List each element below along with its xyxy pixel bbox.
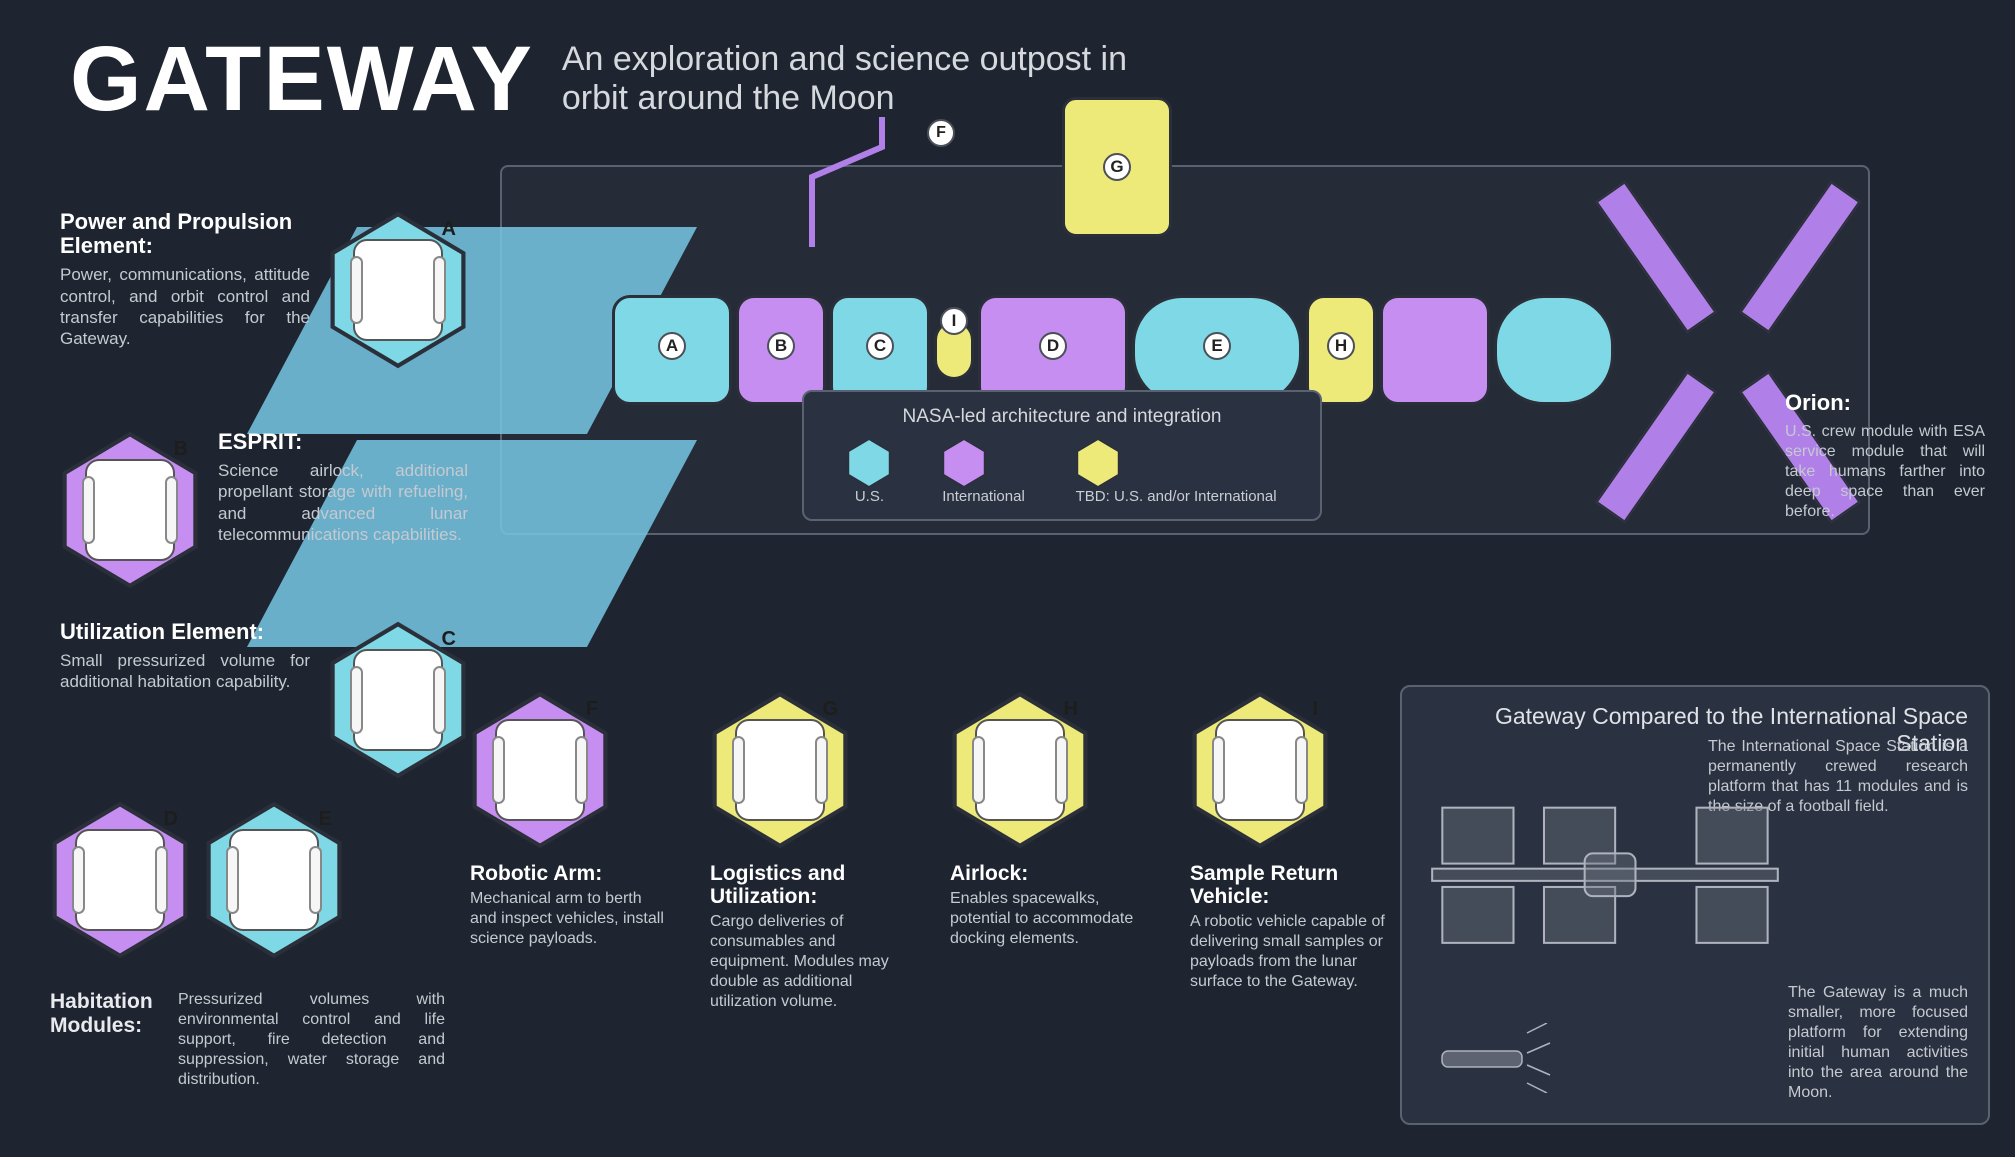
callout-B-title: ESPRIT: <box>218 430 468 454</box>
hex-icon-D: D <box>50 800 190 960</box>
station-module-B: B <box>736 295 826 405</box>
callout-G-title: Logistics and Utilization: <box>710 862 910 908</box>
station-module-D: D <box>978 295 1128 405</box>
robotic-arm-graphic <box>802 117 942 257</box>
main-title: GATEWAY <box>70 40 534 118</box>
callout-F-body: Mechanical arm to berth and inspect vehi… <box>470 889 670 949</box>
hex-icon-B: B <box>60 430 200 590</box>
orion-body: U.S. crew module with ESA service module… <box>1785 422 1985 522</box>
gateway-mini-sketch <box>1432 1023 1552 1093</box>
callout-C: Utilization Element: Small pressurized v… <box>60 620 468 780</box>
station-row: ABCIDEH <box>502 295 1868 405</box>
callout-H-title: Airlock: <box>950 862 1150 885</box>
callout-C-title: Utilization Element: <box>60 620 310 644</box>
hex-icon-A: A <box>328 210 468 370</box>
callout-A-body: Power, communications, attitude control,… <box>60 264 310 349</box>
station-module-H: H <box>1306 295 1376 405</box>
legend-title: NASA-led architecture and integration <box>822 406 1302 428</box>
diagram-panel: F ABCIDEH NASA-led architecture and inte… <box>500 165 1870 535</box>
legend-item: U.S. <box>847 438 891 505</box>
callout-orion: Orion: U.S. crew module with ESA service… <box>1785 390 1985 522</box>
hex-icon-G: G <box>710 690 850 850</box>
hex-icon-C: C <box>328 620 468 780</box>
hex-icon-F: F <box>470 690 610 850</box>
callout-DE-body: Pressurized volumes with environmental c… <box>178 990 445 1090</box>
callout-B: ESPRIT: Science airlock, additional prop… <box>60 430 468 590</box>
hex-icon-H: H <box>950 690 1090 850</box>
hex-icon-E: E <box>204 800 344 960</box>
station-module-C: C <box>830 295 930 405</box>
callout-B-body: Science airlock, additional propellant s… <box>218 460 468 545</box>
station-module-A: A <box>612 295 732 405</box>
title-block: GATEWAY An exploration and science outpo… <box>70 40 1182 118</box>
compare-panel: Gateway Compared to the International Sp… <box>1400 685 1990 1125</box>
bottom-row: F Robotic Arm: Mechanical arm to berth a… <box>470 690 1390 1012</box>
hex-icon-I: I <box>1190 690 1330 850</box>
callout-DE: Habitation Modules: Pressurized volumes … <box>50 990 445 1090</box>
callout-DE-title: Habitation Modules: <box>50 990 160 1090</box>
callout-G: G Logistics and Utilization: Cargo deliv… <box>710 690 910 1012</box>
legend: NASA-led architecture and integration U.… <box>802 390 1322 521</box>
callout-I-title: Sample Return Vehicle: <box>1190 862 1390 908</box>
callout-G-body: Cargo deliveries of consumables and equi… <box>710 912 910 1012</box>
station-module-E: E <box>1132 295 1302 405</box>
orion-title: Orion: <box>1785 390 1985 416</box>
compare-gateway-text: The Gateway is a much smaller, more focu… <box>1788 983 1968 1103</box>
legend-item: TBD: U.S. and/or International <box>1076 438 1277 505</box>
callout-F: F Robotic Arm: Mechanical arm to berth a… <box>470 690 670 1012</box>
station-module-G: G <box>1062 97 1172 237</box>
callout-H-body: Enables spacewalks, potential to accommo… <box>950 889 1150 949</box>
station-module-ORION_SM <box>1380 295 1490 405</box>
station-module-I: I <box>934 320 974 380</box>
module-tag-F: F <box>927 119 955 147</box>
callout-I-body: A robotic vehicle capable of delivering … <box>1190 912 1390 992</box>
legend-item: International <box>942 438 1025 505</box>
callout-C-body: Small pressurized volume for additional … <box>60 650 310 693</box>
callout-F-title: Robotic Arm: <box>470 862 670 885</box>
callout-A: Power and Propulsion Element: Power, com… <box>60 210 468 370</box>
iss-sketch <box>1422 767 1788 991</box>
callout-H: H Airlock: Enables spacewalks, potential… <box>950 690 1150 1012</box>
callout-A-title: Power and Propulsion Element: <box>60 210 310 258</box>
callout-I: I Sample Return Vehicle: A robotic vehic… <box>1190 690 1390 1012</box>
callout-DE-icons: D E <box>50 800 344 960</box>
station-module-ORION_CM <box>1494 295 1614 405</box>
